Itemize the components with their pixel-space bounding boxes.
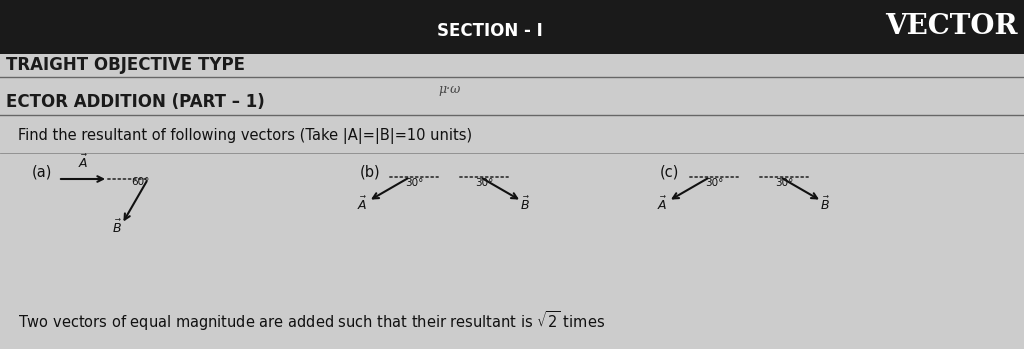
Text: (b): (b)	[360, 164, 381, 179]
Text: $\vec{B}$: $\vec{B}$	[112, 219, 122, 236]
Text: TRAIGHT OBJECTIVE TYPE: TRAIGHT OBJECTIVE TYPE	[6, 56, 245, 74]
Text: $\vec{A}$: $\vec{A}$	[357, 196, 368, 213]
Text: 30°: 30°	[705, 178, 723, 188]
Text: (a): (a)	[32, 164, 52, 179]
Text: SECTION - I: SECTION - I	[437, 22, 543, 40]
Text: μ·ω: μ·ω	[439, 82, 461, 96]
Bar	[0, 0, 1024, 54]
Text: $\vec{A}$: $\vec{A}$	[657, 196, 668, 213]
Text: (c): (c)	[660, 164, 679, 179]
Text: $\vec{B}$: $\vec{B}$	[819, 196, 829, 213]
Text: $\vec{B}$: $\vec{B}$	[519, 196, 529, 213]
Text: $\vec{A}$: $\vec{A}$	[78, 154, 88, 171]
Text: 30°: 30°	[775, 178, 794, 188]
Text: Two vectors of equal magnitude are added such that their resultant is $\sqrt{2}$: Two vectors of equal magnitude are added…	[18, 309, 605, 333]
Text: 30°: 30°	[404, 178, 423, 188]
Text: Find the resultant of following vectors (Take |A|=|B|=10 units): Find the resultant of following vectors …	[18, 128, 472, 144]
Text: 60°: 60°	[131, 177, 150, 187]
Text: VECTOR: VECTOR	[886, 14, 1018, 40]
Text: 30°: 30°	[475, 178, 494, 188]
Bar	[0, 54, 1024, 349]
Text: ECTOR ADDITION (PART – 1): ECTOR ADDITION (PART – 1)	[6, 93, 265, 111]
